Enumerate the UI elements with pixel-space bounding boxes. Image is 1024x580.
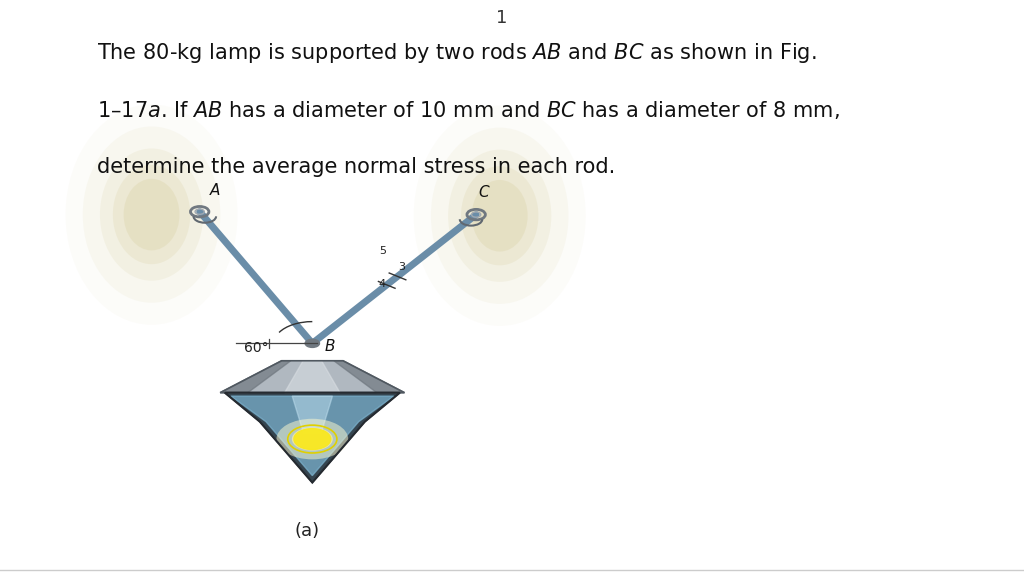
Text: $4$: $4$ <box>378 277 387 289</box>
Ellipse shape <box>83 126 220 303</box>
Ellipse shape <box>449 150 551 282</box>
Ellipse shape <box>113 165 190 264</box>
Ellipse shape <box>276 419 348 459</box>
Text: $A$: $A$ <box>209 182 221 198</box>
Polygon shape <box>231 396 393 476</box>
Text: 1: 1 <box>496 9 508 27</box>
Ellipse shape <box>292 427 333 451</box>
Text: determine the average normal stress in each rod.: determine the average normal stress in e… <box>97 157 615 176</box>
Ellipse shape <box>124 179 179 251</box>
Polygon shape <box>220 361 404 393</box>
Text: $B$: $B$ <box>324 338 335 354</box>
Text: 60°: 60° <box>244 341 268 355</box>
Text: $5$: $5$ <box>379 244 387 256</box>
Polygon shape <box>225 393 399 483</box>
Ellipse shape <box>431 128 568 304</box>
Text: $C$: $C$ <box>478 184 490 200</box>
Text: 1–17$a$. If $AB$ has a diameter of 10 mm and $BC$ has a diameter of 8 mm,: 1–17$a$. If $AB$ has a diameter of 10 mm… <box>97 99 840 121</box>
Ellipse shape <box>472 180 527 252</box>
Polygon shape <box>292 396 333 433</box>
Polygon shape <box>285 361 340 393</box>
Ellipse shape <box>66 104 238 325</box>
Polygon shape <box>334 361 404 393</box>
Ellipse shape <box>461 166 539 266</box>
Text: $3$: $3$ <box>398 260 407 271</box>
Ellipse shape <box>100 148 203 281</box>
Text: The 80-kg lamp is supported by two rods $AB$ and $BC$ as shown in Fig.: The 80-kg lamp is supported by two rods … <box>97 41 817 64</box>
Circle shape <box>305 339 319 347</box>
Polygon shape <box>220 361 291 393</box>
Ellipse shape <box>414 106 586 326</box>
Text: (a): (a) <box>295 521 319 540</box>
Circle shape <box>294 429 331 450</box>
